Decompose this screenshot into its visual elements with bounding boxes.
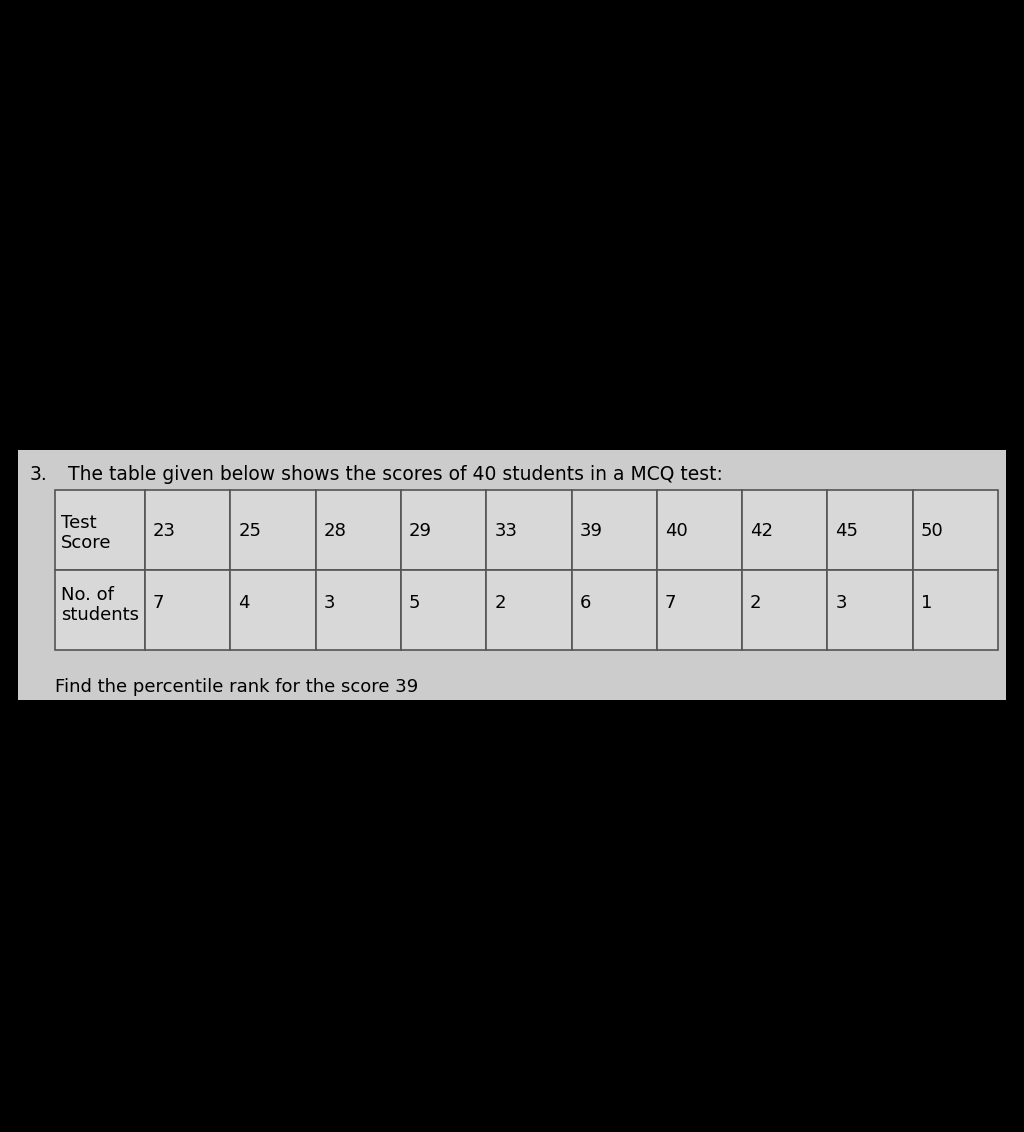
Bar (571, 571, 656, 650)
Bar (230, 571, 315, 650)
Bar (486, 490, 571, 571)
Bar (230, 490, 315, 571)
Bar (315, 490, 401, 571)
Text: 1: 1 (921, 594, 932, 612)
Text: No. of: No. of (61, 586, 114, 604)
Text: 45: 45 (836, 522, 858, 540)
Bar (18, 451, 1006, 700)
Text: 7: 7 (153, 594, 165, 612)
Bar (145, 490, 230, 571)
Text: 28: 28 (324, 522, 346, 540)
Bar (912, 571, 998, 650)
Bar (912, 490, 998, 571)
Bar (742, 571, 827, 650)
Text: 39: 39 (580, 522, 602, 540)
Text: 23: 23 (153, 522, 176, 540)
Text: 3: 3 (836, 594, 847, 612)
Bar (55, 571, 145, 650)
Bar (827, 571, 912, 650)
Bar (55, 490, 145, 571)
Text: 25: 25 (239, 522, 261, 540)
Bar (145, 571, 230, 650)
Bar (486, 571, 571, 650)
Bar (656, 490, 742, 571)
Bar (401, 571, 486, 650)
Text: 2: 2 (495, 594, 506, 612)
Text: 3: 3 (324, 594, 335, 612)
Text: 40: 40 (665, 522, 687, 540)
Text: 5: 5 (409, 594, 421, 612)
Text: students: students (61, 606, 139, 624)
Bar (827, 490, 912, 571)
Text: The table given below shows the scores of 40 students in a MCQ test:: The table given below shows the scores o… (68, 465, 723, 484)
Text: 2: 2 (751, 594, 762, 612)
Bar (571, 490, 656, 571)
Text: 50: 50 (921, 522, 943, 540)
Text: 6: 6 (580, 594, 591, 612)
Text: 42: 42 (751, 522, 773, 540)
Bar (401, 490, 486, 571)
Text: 3.: 3. (30, 465, 48, 484)
Bar (315, 571, 401, 650)
Text: 7: 7 (665, 594, 676, 612)
Bar (656, 571, 742, 650)
Text: 4: 4 (239, 594, 250, 612)
Text: Score: Score (61, 534, 112, 552)
Bar (742, 490, 827, 571)
Text: 33: 33 (495, 522, 517, 540)
Text: Find the percentile rank for the score 39: Find the percentile rank for the score 3… (55, 678, 418, 696)
Text: Test: Test (61, 514, 96, 532)
Text: 29: 29 (409, 522, 432, 540)
